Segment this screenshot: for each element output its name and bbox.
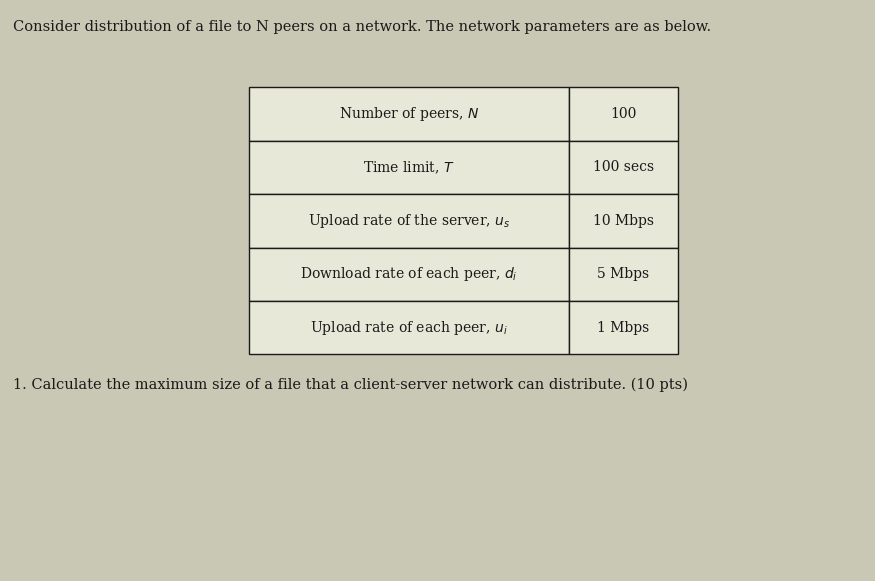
Text: 10 Mbps: 10 Mbps — [593, 214, 654, 228]
Text: Upload rate of each peer, $u_i$: Upload rate of each peer, $u_i$ — [311, 319, 508, 336]
Bar — [249, 141, 569, 194]
Text: 1 Mbps: 1 Mbps — [598, 321, 649, 335]
Text: Upload rate of the server, $u_s$: Upload rate of the server, $u_s$ — [308, 212, 510, 229]
Bar — [569, 301, 678, 354]
Text: 100 secs: 100 secs — [593, 160, 654, 174]
Bar — [249, 87, 569, 141]
Text: Time limit, $T$: Time limit, $T$ — [363, 159, 455, 175]
Text: 1. Calculate the maximum size of a file that a client-server network can distrib: 1. Calculate the maximum size of a file … — [13, 378, 688, 392]
Bar — [569, 141, 678, 194]
Bar — [249, 248, 569, 301]
Bar — [249, 301, 569, 354]
Bar — [249, 194, 569, 248]
Text: 100: 100 — [610, 107, 637, 121]
Text: Number of peers, $N$: Number of peers, $N$ — [339, 105, 480, 123]
Text: Download rate of each peer, $d_i$: Download rate of each peer, $d_i$ — [300, 266, 518, 283]
Text: Consider distribution of a file to N peers on a network. The network parameters : Consider distribution of a file to N pee… — [13, 20, 711, 34]
Text: 5 Mbps: 5 Mbps — [598, 267, 649, 281]
Bar — [569, 248, 678, 301]
Bar — [569, 87, 678, 141]
Bar — [569, 194, 678, 248]
